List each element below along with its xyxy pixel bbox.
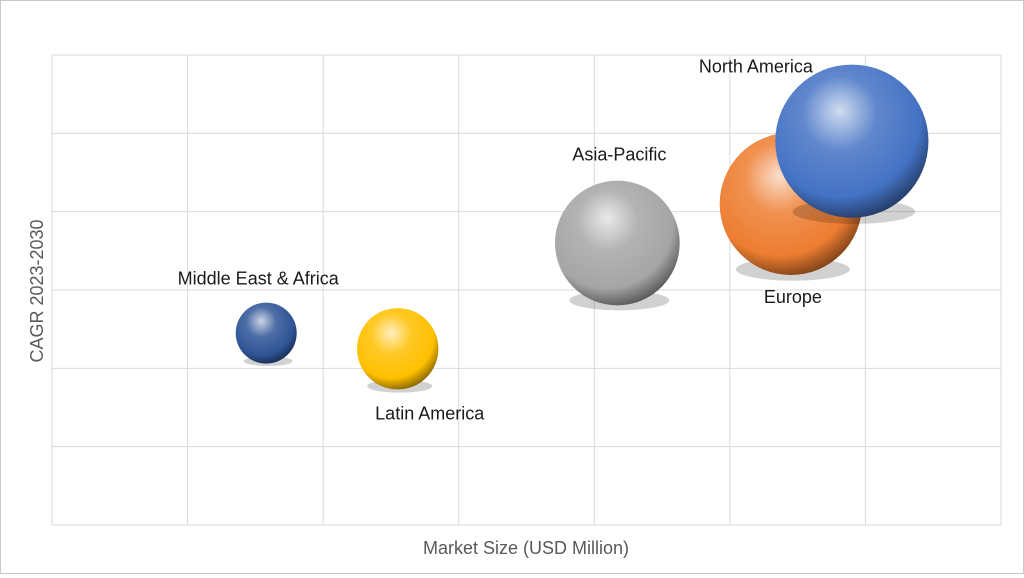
bubble-label: Latin America — [375, 403, 485, 423]
bubble-label: North America — [699, 57, 814, 77]
x-axis-title: Market Size (USD Million) — [423, 538, 629, 558]
bubble-label: Asia-Pacific — [572, 145, 666, 165]
bubble-middle-east-africa — [235, 302, 297, 364]
y-axis-title: CAGR 2023-2030 — [27, 219, 47, 362]
bubble-asia-pacific — [554, 180, 680, 306]
bubble-label: Europe — [764, 287, 822, 307]
bubble-latin-america — [357, 308, 439, 390]
bubble-north-america — [775, 64, 929, 218]
bubbles — [235, 64, 929, 393]
bubble-labels: Middle East & Africa Latin America Asia-Pa… — [178, 57, 822, 424]
bubble-label: Middle East & Africa — [178, 269, 340, 289]
